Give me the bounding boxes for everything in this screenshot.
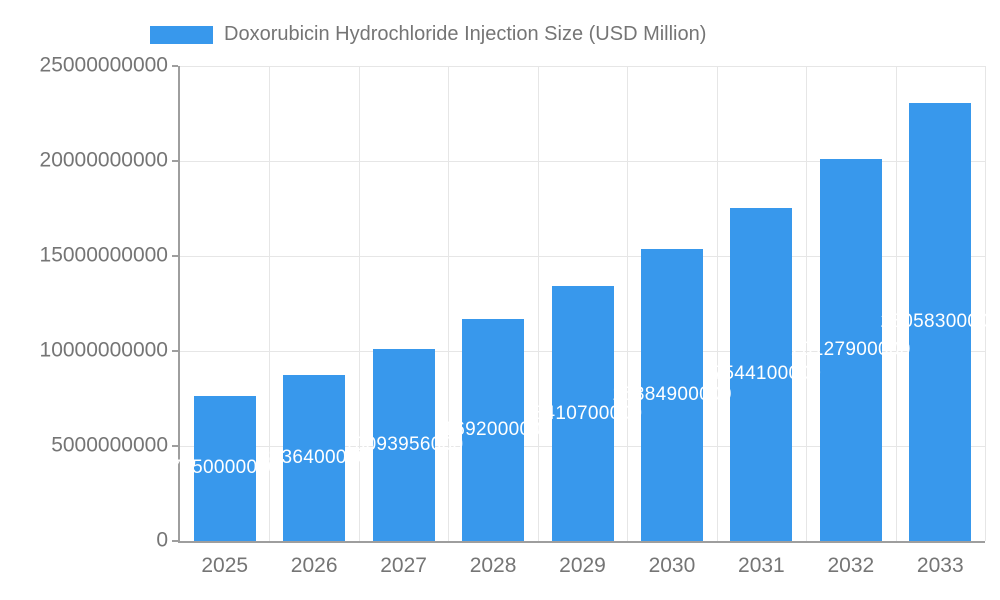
bar-2026[interactable] — [283, 375, 346, 541]
h-gridline — [180, 66, 985, 67]
x-axis-tick-label-2029: 2029 — [559, 554, 606, 577]
x-axis-tick-label-2030: 2030 — [648, 554, 696, 577]
y-axis-tick-label: 10000000000 — [39, 338, 168, 362]
x-axis-tick-label-2033: 2033 — [916, 554, 964, 577]
x-axis-tick-label-2026: 2026 — [290, 554, 338, 577]
legend[interactable]: Doxorubicin Hydrochloride Injection Size… — [150, 23, 706, 46]
v-gridline — [716, 66, 718, 541]
x-axis-tick-label-2025: 2025 — [201, 554, 249, 577]
y-axis-line — [178, 66, 180, 543]
y-axis-tick-label: 0 — [156, 528, 168, 552]
bar-2027[interactable] — [372, 349, 435, 541]
y-tick-mark — [172, 445, 178, 447]
bar-value-label-2025: 7650000000 — [170, 457, 280, 479]
v-gridline — [537, 66, 539, 541]
bar-value-label-2028: 11692000000 — [433, 418, 553, 440]
y-axis-tick-label: 15000000000 — [39, 243, 168, 267]
bar-value-label-2029: 13410700000 — [522, 402, 643, 424]
bar-2029[interactable] — [551, 286, 614, 541]
bar-2032[interactable] — [819, 158, 882, 541]
x-axis-tick-label-2032: 2032 — [827, 554, 875, 577]
bar-2028[interactable] — [462, 318, 525, 541]
bar-value-label-2032: 20127900000 — [791, 338, 911, 360]
v-gridline — [627, 66, 629, 541]
x-axis-line — [178, 541, 985, 543]
h-gridline — [180, 256, 985, 257]
y-tick-mark — [172, 540, 178, 542]
x-axis-tick-label-2031: 2031 — [738, 554, 785, 577]
h-gridline — [180, 161, 985, 162]
y-tick-mark — [172, 160, 178, 162]
bar-2025[interactable] — [193, 395, 256, 541]
v-gridline — [358, 66, 360, 541]
y-tick-mark — [172, 255, 178, 257]
bar-value-label-2027: 10093956000 — [343, 434, 464, 456]
bar-value-label-2031: 17544100000 — [701, 363, 822, 385]
bar-2033[interactable] — [909, 102, 972, 541]
bar-value-label-2033: 23058300000 — [880, 310, 1000, 332]
v-gridline — [985, 66, 986, 541]
legend-swatch-icon[interactable] — [150, 25, 213, 44]
y-axis-tick-label: 20000000000 — [39, 148, 168, 172]
v-gridline — [806, 66, 808, 541]
y-tick-mark — [172, 65, 178, 67]
bar-value-label-2026: 8736400000 — [259, 447, 369, 468]
legend-label[interactable]: Doxorubicin Hydrochloride Injection Size… — [224, 23, 707, 45]
y-axis-tick-label: 25000000000 — [39, 53, 168, 77]
bar-2031[interactable] — [730, 207, 793, 541]
v-gridline — [895, 66, 897, 541]
x-axis-tick-label-2027: 2027 — [380, 554, 427, 577]
v-gridline — [448, 66, 450, 541]
y-axis-tick-label: 5000000000 — [51, 433, 168, 457]
x-axis-tick-label-2028: 2028 — [469, 554, 517, 577]
y-tick-mark — [172, 350, 178, 352]
bar-value-label-2030: 15384900000 — [612, 383, 732, 405]
bar-2030[interactable] — [640, 248, 703, 541]
v-gridline — [269, 66, 271, 541]
